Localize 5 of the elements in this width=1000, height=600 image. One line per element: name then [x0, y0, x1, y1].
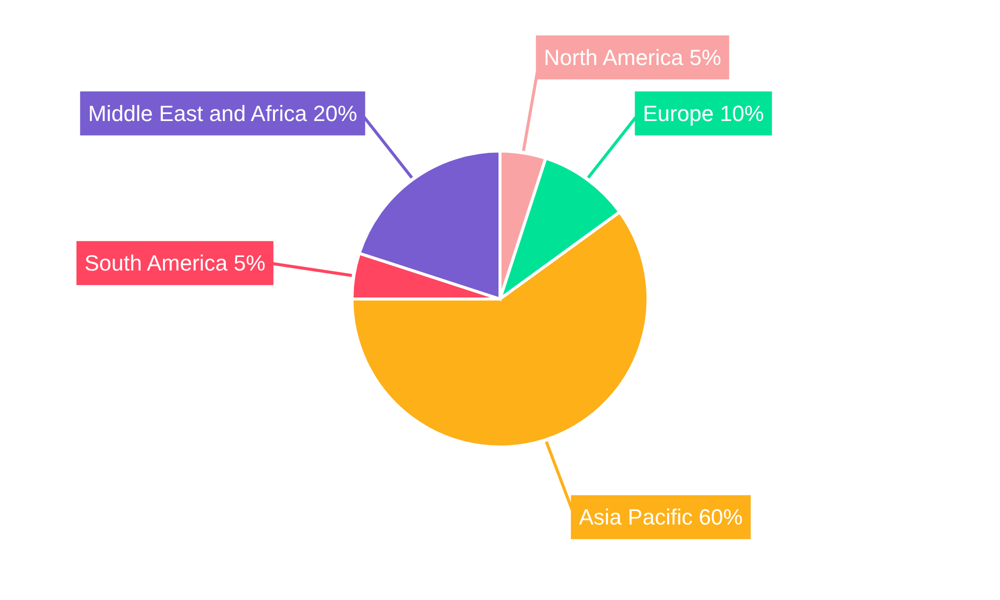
- slice-label: South America 5%: [84, 250, 266, 276]
- slice-label: North America 5%: [544, 44, 722, 70]
- slice-label: Middle East and Africa 20%: [88, 100, 358, 126]
- slice-label: Europe 10%: [642, 100, 764, 126]
- slice-label: Asia Pacific 60%: [578, 504, 743, 530]
